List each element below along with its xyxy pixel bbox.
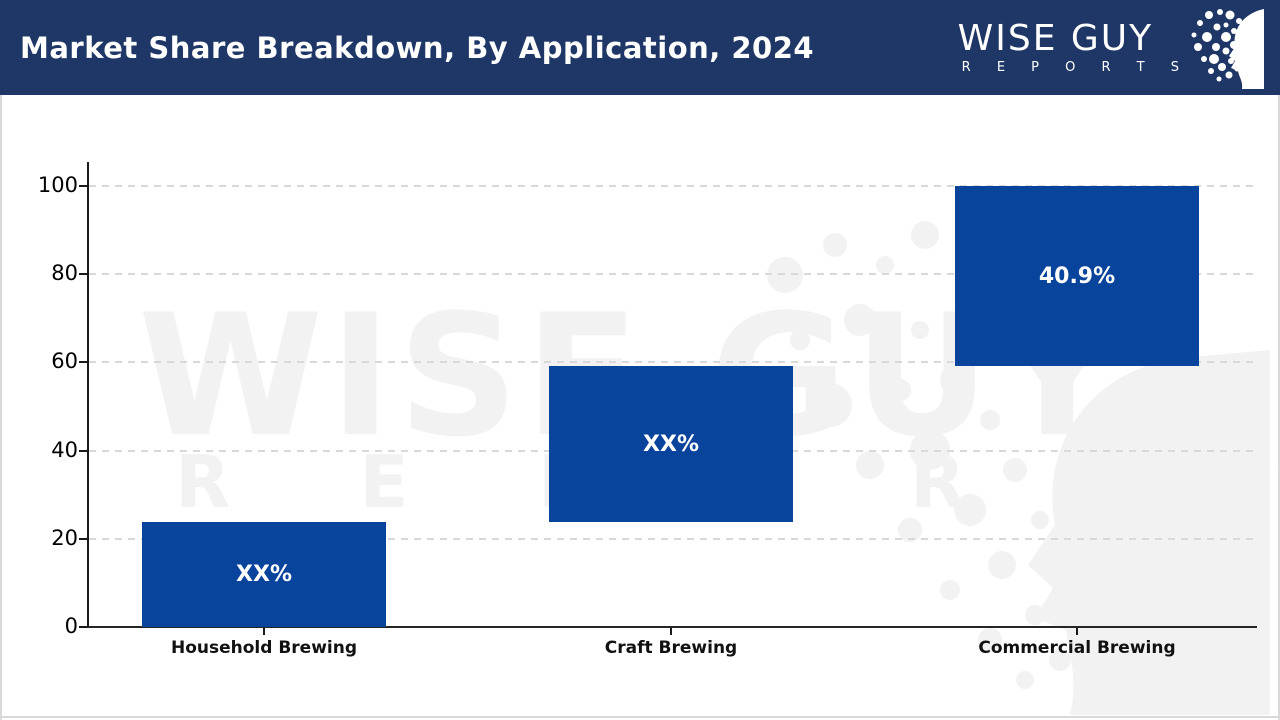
gridline xyxy=(89,361,1256,364)
y-axis-line xyxy=(87,162,89,627)
x-axis-tick xyxy=(670,628,672,635)
x-axis-tick xyxy=(1076,628,1078,635)
bar-value-label: XX% xyxy=(236,562,292,588)
y-axis-tick xyxy=(79,185,88,187)
logo-wordmark: WISE GUY xyxy=(957,18,1154,59)
bar-segment: XX% xyxy=(549,366,793,523)
x-axis-category-label: Household Brewing xyxy=(170,638,358,658)
gridline xyxy=(89,185,1256,187)
y-axis-tick-label: 20 xyxy=(51,525,78,550)
page-border-right xyxy=(1278,95,1280,720)
gridline xyxy=(89,273,1256,276)
y-axis-tick-label: 0 xyxy=(64,614,78,638)
y-axis-tick xyxy=(79,273,88,276)
bar-value-label: XX% xyxy=(643,431,699,457)
y-axis-tick-label: 60 xyxy=(51,349,78,374)
waterfall-chart: 0 20 40 60 80 100 XX% XX% 40.9% Household Brewi… xyxy=(0,95,1280,720)
page-title: Market Share Breakdown, By Application, … xyxy=(20,30,815,65)
dotted-face-icon xyxy=(1191,8,1264,89)
y-axis-tick xyxy=(79,537,88,540)
bar-segment: 40.9% xyxy=(955,186,1199,367)
y-axis-tick xyxy=(79,449,88,452)
y-axis-tick-label: 80 xyxy=(51,261,78,286)
gridline xyxy=(89,537,1256,540)
y-axis-tick xyxy=(79,361,88,364)
y-axis-tick-label: 100 xyxy=(37,173,78,197)
bar-value-label: 40.9% xyxy=(1038,263,1116,289)
x-axis-line xyxy=(87,626,1257,628)
x-axis-tick xyxy=(263,628,265,635)
logo-subtitle: R E P O R T S xyxy=(961,60,1190,75)
page-border-bottom xyxy=(0,716,1280,718)
x-axis-category-label: Commercial Brewing xyxy=(978,638,1176,658)
y-axis-tick xyxy=(79,626,88,628)
x-axis-category-label: Craft Brewing xyxy=(604,638,738,658)
wiseguy-logo-text: WISE GUY R E P O R T S xyxy=(957,18,1190,75)
bar-segment: XX% xyxy=(142,522,386,627)
header-bar: Market Share Breakdown, By Application, … xyxy=(0,0,1280,95)
y-axis-tick-label: 40 xyxy=(51,437,78,462)
page-border-left xyxy=(0,95,2,720)
wiseguy-logo: WISE GUY R E P O R T S xyxy=(958,7,1280,89)
